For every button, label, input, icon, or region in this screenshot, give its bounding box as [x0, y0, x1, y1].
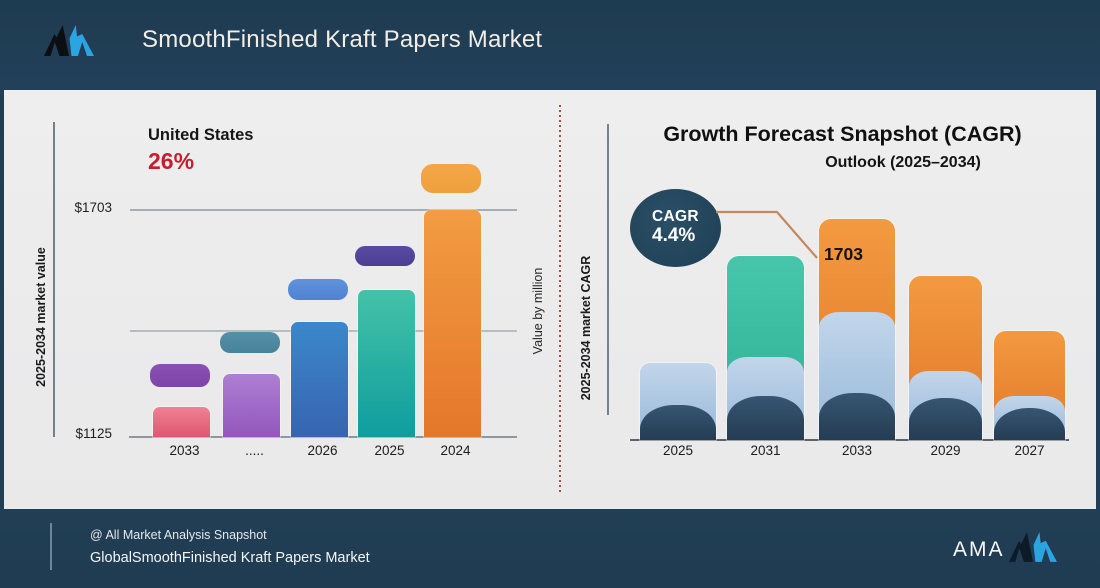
right-chart-y-axis-line [607, 124, 609, 415]
footer-attribution: @ All Market Analysis Snapshot [90, 528, 267, 542]
right-chart-baseline [630, 439, 1069, 441]
left-bar-cap- [219, 332, 280, 354]
left-x-tick-: ..... [245, 443, 264, 458]
left-chart-highlight-percent: 26% [148, 148, 195, 174]
right-bar-2027-navy-segment [994, 408, 1065, 440]
footer-brand-text: AMA [953, 538, 1005, 561]
right-x-tick-2033: 2033 [841, 443, 873, 458]
gridline-1703 [130, 209, 517, 211]
value-by-million-label: Value by million [531, 267, 545, 355]
left-chart-title: United States [148, 126, 254, 144]
right-chart-y-axis-label: 2025-2034 market CAGR [579, 255, 593, 401]
cagr-badge-value: 4.4% [652, 225, 696, 246]
left-bar-cap-2024 [420, 164, 481, 193]
footer-report-title: GlobalSmoothFinished Kraft Papers Market [90, 550, 370, 566]
footer-bar: @ All Market Analysis Snapshot GlobalSmo… [0, 509, 1100, 588]
y-tick-bottom: $1125 [75, 426, 112, 441]
y-tick-top: $1703 [74, 200, 112, 215]
left-x-tick-2024: 2024 [440, 443, 471, 458]
left-bar-cap-2033 [149, 364, 210, 388]
peak-value-annotation: 1703 [824, 244, 863, 264]
left-bar- [223, 374, 280, 437]
right-bar-2029-navy-segment [909, 398, 982, 440]
right-x-tick-2029: 2029 [930, 443, 961, 458]
left-chart-y-axis-label: 2025-2034 market value [34, 247, 48, 387]
cagr-badge: CAGR 4.4% [630, 189, 721, 267]
header-bar: SmoothFinished Kraft Papers Market [0, 0, 1100, 90]
footer-separator-line [50, 523, 52, 570]
footer-ama-logo-icon [1009, 532, 1057, 562]
left-bar-cap-2025 [354, 245, 415, 266]
left-bar-2025 [358, 289, 415, 437]
right-chart-title: Growth Forecast Snapshot (CAGR) [663, 122, 1022, 146]
ama-logo-icon [44, 25, 94, 56]
left-chart-y-axis-line [53, 122, 55, 437]
right-x-tick-2025: 2025 [662, 443, 694, 458]
panel-divider-dotted-line [559, 105, 561, 495]
left-bar-2033 [153, 407, 210, 437]
left-x-tick-2025: 2025 [374, 443, 405, 458]
left-bar-2024 [424, 210, 481, 437]
page-title: SmoothFinished Kraft Papers Market [142, 26, 543, 53]
right-chart-subtitle: Outlook (2025–2034) [825, 154, 981, 171]
right-x-tick-2031: 2031 [750, 443, 781, 458]
left-bar-2026 [291, 321, 348, 437]
right-bar-2025-navy-segment [640, 405, 716, 440]
cagr-badge-label: CAGR [652, 208, 699, 225]
left-x-tick-2033: 2033 [169, 443, 200, 458]
left-bar-cap-2026 [287, 278, 348, 300]
right-bar-2031-navy-segment [727, 396, 804, 440]
right-x-tick-2027: 2027 [1014, 443, 1045, 458]
left-x-tick-2026: 2026 [307, 443, 338, 458]
right-bar-2033-navy-segment [819, 393, 895, 440]
